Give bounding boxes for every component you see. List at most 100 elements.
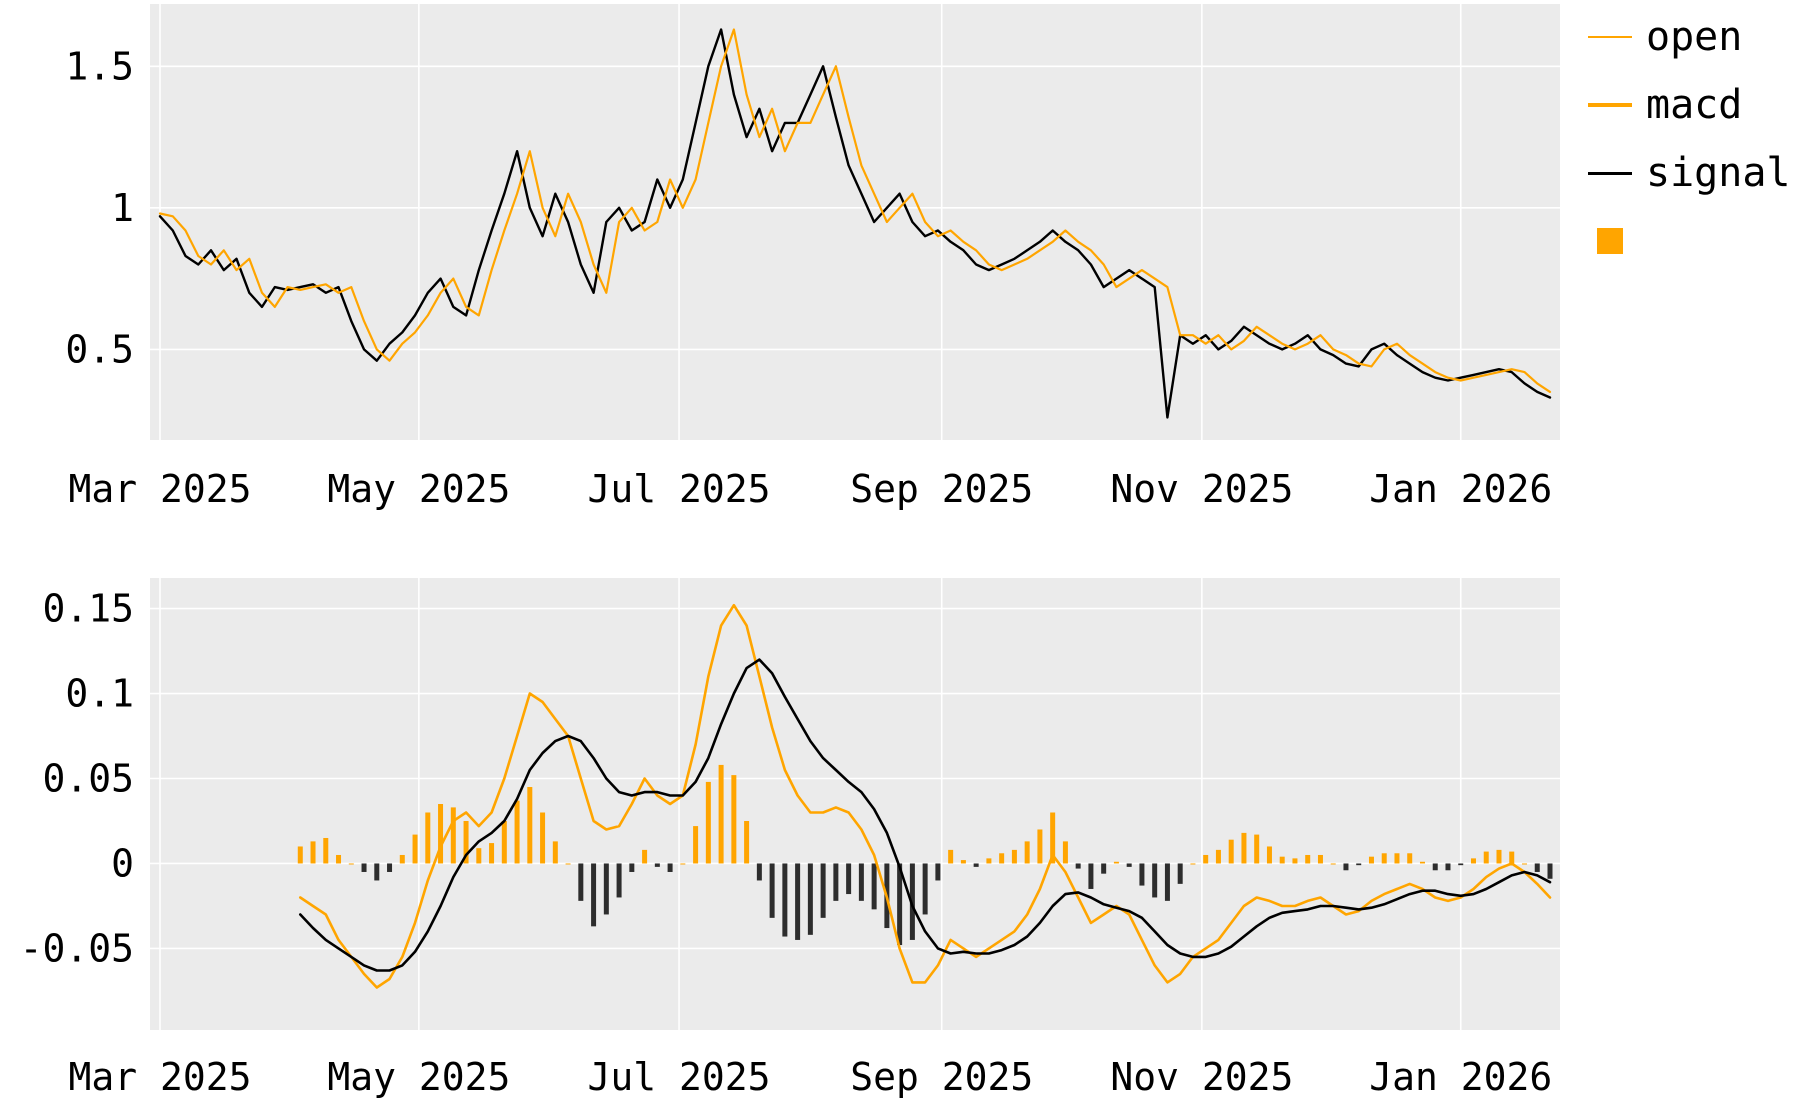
histogram-bar — [1483, 851, 1489, 864]
x-tick-label: May 2025 — [327, 1055, 510, 1099]
histogram-bar — [897, 863, 903, 946]
macd-chart: Mar 2025 May 2025 Jul 2025 Sep 2025 Nov 2025… — [20, 578, 1560, 1099]
histogram-bar — [463, 820, 469, 864]
histogram-bar — [297, 846, 303, 864]
histogram-bar — [1547, 863, 1553, 879]
histogram-bar — [922, 863, 928, 915]
histogram-bar — [973, 863, 979, 867]
histogram-bar — [1164, 863, 1170, 901]
histogram-bar — [999, 853, 1005, 864]
legend-label-macd: macd — [1646, 82, 1743, 128]
histogram-bar — [591, 863, 597, 927]
histogram-bar — [1432, 863, 1438, 871]
signal-series-line — [299, 658, 1552, 972]
histogram-bar — [1113, 861, 1119, 864]
histogram-bar — [693, 826, 699, 864]
histogram-bar — [654, 863, 660, 867]
x-tick-label: Mar 2025 — [68, 1055, 251, 1099]
histogram-bar — [1011, 849, 1017, 864]
histogram-bar — [1101, 863, 1107, 874]
legend-item-open: open — [1588, 12, 1791, 62]
histogram-bar — [769, 863, 775, 918]
histogram-bar — [1407, 853, 1413, 864]
histogram-bar — [731, 775, 737, 864]
histogram-bar — [948, 849, 954, 864]
histogram-bar — [374, 863, 380, 881]
histogram-bar — [718, 764, 724, 864]
histogram-bar — [361, 863, 367, 872]
histogram-bar — [540, 812, 546, 864]
histogram-bar — [1445, 863, 1451, 871]
x-tick-label: Jul 2025 — [588, 467, 771, 511]
histogram-bar — [1037, 829, 1043, 864]
histogram-bar — [1228, 839, 1234, 864]
histogram-bar — [667, 863, 673, 872]
histogram-bar — [1381, 853, 1387, 864]
histogram-bar — [425, 812, 431, 864]
histogram-bar — [1394, 853, 1400, 864]
y-tick-label: 0.5 — [65, 327, 134, 371]
histogram-bar — [744, 820, 750, 864]
histogram-bar — [1254, 834, 1260, 864]
legend-item-signal: signal — [1588, 148, 1791, 198]
price-series-line — [158, 28, 1552, 419]
histogram-bar — [1356, 863, 1362, 866]
histogram-bar — [1266, 846, 1272, 864]
histogram-bar — [1317, 854, 1323, 864]
histogram-bar — [909, 863, 915, 940]
x-tick-label: Mar 2025 — [68, 467, 251, 511]
legend-swatch-histogram-square — [1597, 228, 1623, 254]
histogram-bar — [578, 863, 584, 901]
x-tick-label: Jan 2026 — [1369, 1055, 1552, 1099]
histogram-bar — [399, 854, 405, 864]
histogram-bar — [1177, 863, 1183, 884]
histogram-bar — [348, 863, 354, 865]
plot-area — [150, 4, 1560, 440]
histogram-bar — [1024, 841, 1030, 864]
histogram-bar — [807, 863, 813, 935]
histogram-bar — [1305, 854, 1311, 864]
histogram-bar — [501, 820, 507, 864]
x-tick-label: Nov 2025 — [1110, 467, 1293, 511]
histogram-bar — [1088, 863, 1094, 889]
histogram-bar — [1241, 832, 1247, 864]
y-tick-label: -0.05 — [20, 926, 134, 970]
histogram-bar — [1521, 863, 1527, 865]
histogram-bar — [1509, 851, 1515, 864]
legend-swatch-open-line — [1588, 36, 1632, 38]
histogram-bar — [1534, 863, 1540, 872]
histogram-bar — [1279, 856, 1285, 864]
histogram-bar — [450, 807, 456, 864]
histogram-bar — [514, 800, 520, 864]
histogram-bar — [1152, 863, 1158, 898]
histogram-bar — [986, 858, 992, 864]
legend: open macd signal — [1588, 12, 1791, 266]
histogram-bar — [310, 841, 316, 864]
y-tick-label: 0.15 — [42, 587, 134, 631]
y-tick-label: 1.5 — [65, 44, 134, 88]
histogram-bar — [1458, 863, 1464, 866]
x-tick-label: Sep 2025 — [850, 1055, 1033, 1099]
histogram-bar — [1419, 861, 1425, 864]
histogram-bar — [1139, 863, 1145, 886]
histogram-bar — [756, 863, 762, 881]
y-tick-label: 0.1 — [65, 672, 134, 716]
histogram-bar — [527, 787, 533, 864]
histogram-bar — [1062, 841, 1068, 864]
x-tick-label: Nov 2025 — [1110, 1055, 1293, 1099]
plot-area — [150, 578, 1560, 1030]
histogram-bar — [438, 804, 444, 864]
price-chart: Mar 2025 May 2025 Jul 2025 Sep 2025 Nov 2025… — [65, 4, 1560, 511]
histogram-bar — [935, 863, 941, 881]
histogram-bar — [1215, 849, 1221, 864]
histogram-bar — [323, 837, 329, 864]
legend-item-macd: macd — [1588, 80, 1791, 130]
y-tick-label: 0.05 — [42, 757, 134, 801]
histogram-bar — [820, 863, 826, 918]
x-tick-label: Jan 2026 — [1369, 467, 1552, 511]
histogram-bar — [782, 863, 788, 937]
x-tick-label: May 2025 — [327, 467, 510, 511]
x-tick-label: Sep 2025 — [850, 467, 1033, 511]
histogram-bar — [412, 834, 418, 864]
histogram-bar — [960, 860, 966, 864]
